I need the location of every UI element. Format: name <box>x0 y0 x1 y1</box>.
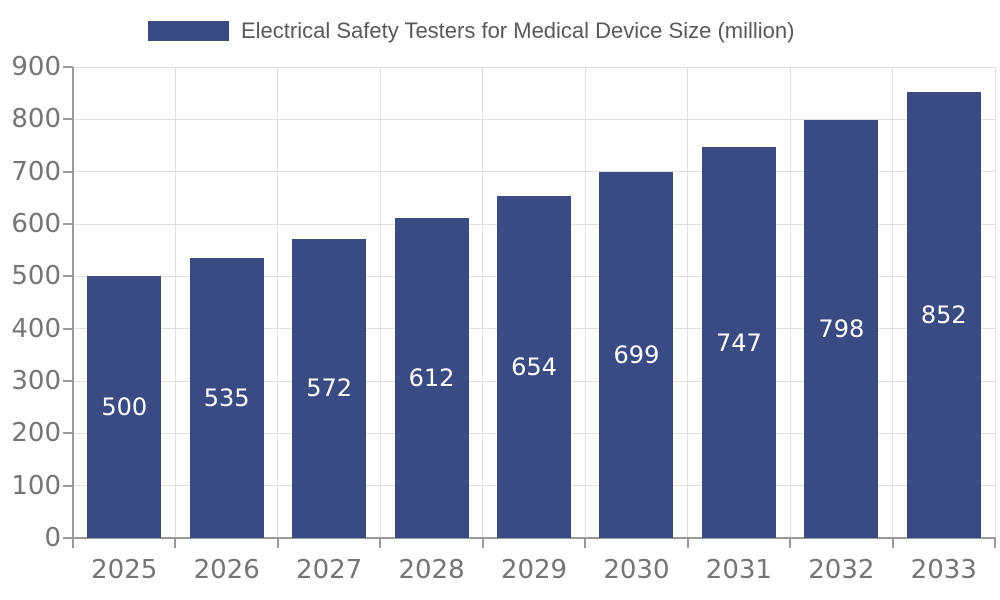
y-axis-tick <box>63 118 73 121</box>
y-axis-tick-label: 500 <box>11 261 61 292</box>
y-axis-tick <box>63 537 73 539</box>
bar-value-label: 852 <box>920 301 967 330</box>
bar[interactable] <box>394 217 469 538</box>
chart-title: Electrical Safety Testers for Medical De… <box>241 17 795 43</box>
x-gridline <box>482 67 484 538</box>
x-gridline <box>174 67 176 538</box>
x-axis-tick-label: 2031 <box>705 555 772 585</box>
x-gridline <box>687 67 689 538</box>
y-axis-tick <box>63 223 73 225</box>
x-axis-tick <box>584 538 587 548</box>
chart-legend-item[interactable]: Electrical Safety Testers for Medical De… <box>148 12 794 50</box>
y-gridline <box>73 66 995 68</box>
x-gridline <box>584 67 586 538</box>
y-axis-tick-label: 800 <box>11 104 61 135</box>
bar-value-label: 612 <box>408 363 455 392</box>
x-axis-line <box>72 537 996 539</box>
y-axis-line <box>72 67 74 538</box>
bar-value-label: 747 <box>715 328 762 357</box>
x-axis-tick <box>891 538 894 548</box>
y-axis-tick-label: 0 <box>44 523 61 553</box>
y-axis-tick <box>63 380 73 382</box>
bar[interactable] <box>804 120 879 538</box>
x-axis-tick-label: 2026 <box>193 555 260 585</box>
x-axis-tick-label: 2027 <box>296 555 363 585</box>
x-axis-tick-label: 2025 <box>91 555 158 585</box>
bar[interactable] <box>906 92 981 538</box>
y-gridline <box>73 118 995 120</box>
legend-swatch <box>148 21 229 41</box>
bar[interactable] <box>599 172 674 538</box>
x-axis-tick <box>686 538 689 548</box>
x-gridline <box>994 67 996 538</box>
y-axis-tick-label: 900 <box>11 52 61 82</box>
x-axis-tick <box>789 538 792 548</box>
y-axis-tick-label: 300 <box>11 366 61 396</box>
y-axis-tick-label: 600 <box>11 209 61 239</box>
x-axis-tick-label: 2029 <box>500 555 568 585</box>
bar-value-label: 654 <box>511 352 557 381</box>
y-gridline <box>73 171 995 173</box>
bar-value-label: 699 <box>613 341 660 370</box>
bar-value-label: 500 <box>101 393 148 422</box>
bar[interactable] <box>701 147 776 538</box>
bar-value-label: 572 <box>306 374 353 403</box>
y-axis-tick <box>63 275 73 278</box>
y-axis-tick <box>63 432 73 435</box>
y-axis-tick <box>63 327 73 330</box>
y-axis-tick <box>63 484 73 487</box>
x-gridline <box>789 67 791 538</box>
x-axis-tick-label: 2030 <box>603 555 670 585</box>
x-axis-tick <box>72 538 74 548</box>
y-axis-tick <box>63 170 73 173</box>
bar[interactable] <box>87 276 162 538</box>
bar[interactable] <box>189 258 264 538</box>
y-axis-tick-label: 200 <box>11 418 61 449</box>
y-axis-tick <box>63 66 73 68</box>
x-gridline <box>379 67 381 538</box>
bar-value-label: 798 <box>818 315 865 344</box>
bar-value-label: 535 <box>203 384 250 412</box>
x-axis-tick <box>994 538 996 548</box>
x-axis-tick-label: 2032 <box>808 555 875 585</box>
y-axis-tick-label: 100 <box>11 470 61 501</box>
x-gridline <box>892 67 894 538</box>
bar[interactable] <box>292 238 367 538</box>
x-axis-tick-label: 2028 <box>398 555 465 585</box>
y-axis-tick-label: 400 <box>11 313 61 344</box>
x-axis-tick <box>174 538 177 548</box>
x-axis-tick <box>481 538 484 548</box>
y-axis-tick-label: 700 <box>11 156 61 187</box>
bar[interactable] <box>497 195 571 538</box>
x-axis-tick <box>276 538 279 548</box>
x-axis-tick-label: 2033 <box>910 555 977 585</box>
x-gridline <box>277 67 279 538</box>
x-axis-tick <box>379 538 382 548</box>
